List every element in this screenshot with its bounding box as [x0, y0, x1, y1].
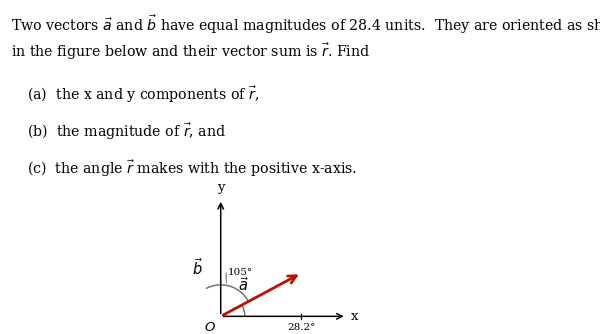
- Text: (a)  the x and y components of $\vec{r}$,: (a) the x and y components of $\vec{r}$,: [27, 84, 259, 105]
- Text: 105°: 105°: [228, 268, 253, 277]
- Text: $\vec{a}$: $\vec{a}$: [238, 276, 249, 294]
- Text: $O$: $O$: [204, 321, 216, 334]
- Text: (b)  the magnitude of $\vec{r}$, and: (b) the magnitude of $\vec{r}$, and: [27, 121, 226, 142]
- Text: Two vectors $\vec{a}$ and $\vec{b}$ have equal magnitudes of 28.4 units.  They a: Two vectors $\vec{a}$ and $\vec{b}$ have…: [11, 13, 600, 36]
- Text: y: y: [217, 181, 224, 194]
- Text: (c)  the angle $\vec{r}$ makes with the positive x-axis.: (c) the angle $\vec{r}$ makes with the p…: [27, 158, 357, 179]
- Text: x: x: [350, 310, 358, 323]
- Text: in the figure below and their vector sum is $\vec{r}$. Find: in the figure below and their vector sum…: [11, 42, 370, 62]
- Text: 28.2°: 28.2°: [287, 323, 316, 332]
- Text: $\vec{b}$: $\vec{b}$: [193, 257, 203, 278]
